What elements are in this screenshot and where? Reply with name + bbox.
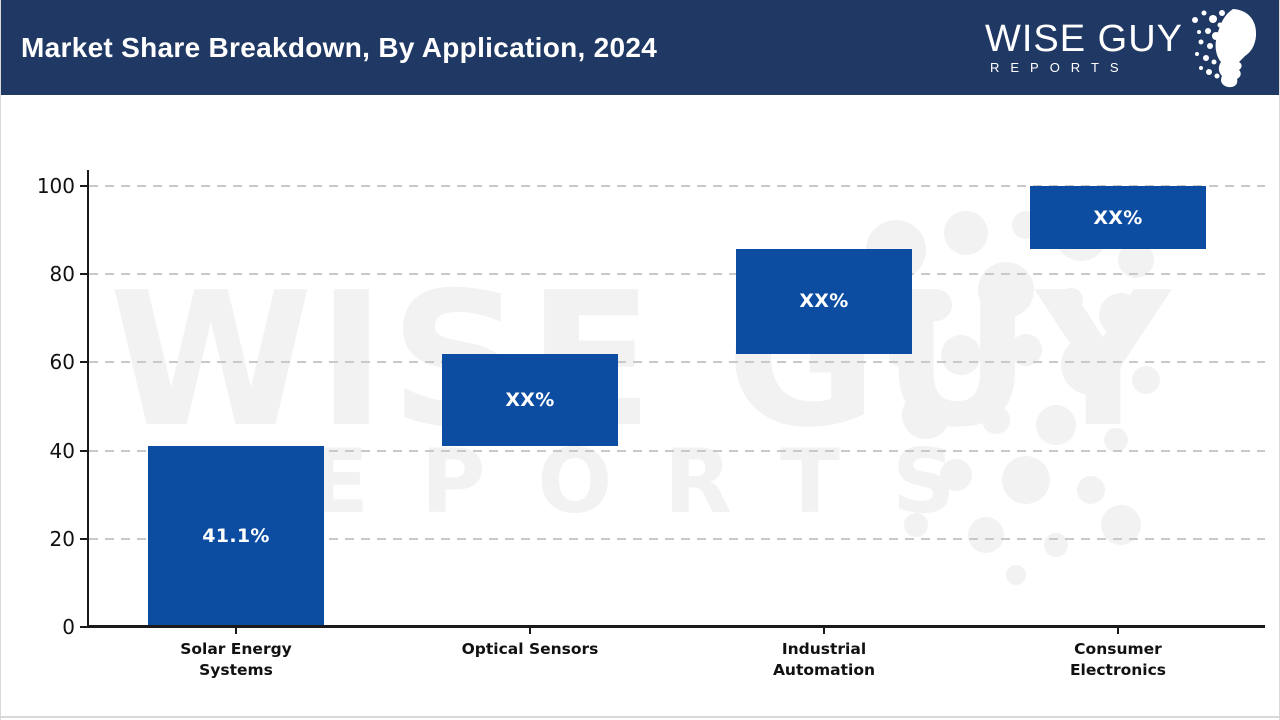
logo-face-icon [1192, 8, 1257, 87]
y-tick-mark [80, 449, 88, 452]
gridline [89, 361, 1265, 364]
logo-wordmark: WISE GUY [984, 17, 1183, 60]
x-tick-mark [1117, 627, 1119, 634]
gridline [89, 185, 1265, 187]
gridline [89, 537, 1265, 540]
x-category-label: Optical Sensors [461, 640, 599, 658]
plot-area: 41.1% XX% XX% XX% [89, 185, 1265, 627]
y-tick-label: 100 [36, 174, 75, 198]
bar-value-label: XX% [799, 290, 849, 313]
x-category-label: Solar Energy Systems [180, 640, 292, 679]
x-category-label: Consumer Electronics [1069, 640, 1167, 679]
bar-segment: 41.1% [147, 445, 325, 627]
bar-segment: XX% [735, 249, 913, 354]
x-tick-mark [823, 627, 825, 634]
y-tick-mark [80, 273, 88, 276]
x-axis-line [88, 625, 1265, 628]
y-tick-mark [80, 626, 88, 628]
logo-text: WISE GUY REPORTS [984, 17, 1183, 76]
bar-value-label: 41.1% [202, 525, 270, 548]
x-tick-mark [235, 627, 237, 634]
y-tick-label: 80 [49, 262, 75, 287]
y-tick-label: 0 [62, 615, 75, 639]
logo: WISE GUY REPORTS [985, 6, 1259, 90]
logo-subtext: REPORTS [989, 60, 1130, 76]
y-tick-label: 20 [49, 526, 75, 551]
y-tick-mark [80, 361, 88, 364]
header: Market Share Breakdown, By Application, … [1, 0, 1279, 95]
page-title: Market Share Breakdown, By Application, … [21, 31, 658, 63]
gridline [89, 273, 1265, 276]
bottom-border-line [1, 716, 1279, 718]
y-axis-spine [87, 170, 89, 627]
x-tick-mark [529, 627, 531, 634]
bar-value-label: XX% [505, 388, 555, 411]
y-tick-label: 60 [49, 350, 75, 375]
bar-value-label: XX% [1093, 206, 1143, 229]
bar-segment: XX% [1029, 186, 1207, 250]
x-category-label: Industrial Automation [772, 640, 876, 679]
y-tick-label: 40 [49, 438, 75, 463]
y-tick-mark [80, 537, 88, 540]
y-tick-mark [80, 185, 88, 187]
bar-segment: XX% [441, 353, 619, 446]
gridline [89, 449, 1265, 452]
